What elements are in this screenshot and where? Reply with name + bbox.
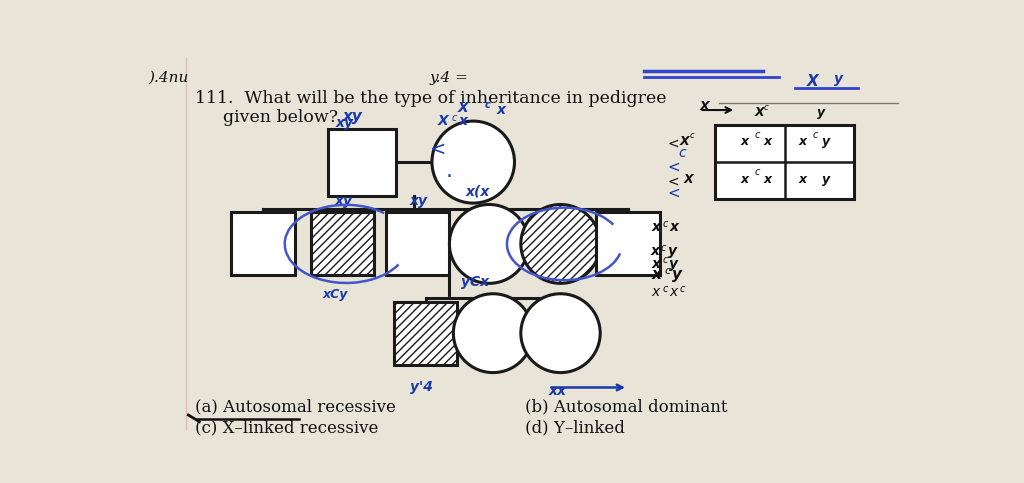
Bar <box>715 125 854 199</box>
Text: given below?: given below? <box>223 109 338 126</box>
Text: y: y <box>835 72 844 86</box>
Text: ).4nu: ).4nu <box>147 71 188 85</box>
Text: y: y <box>668 244 677 258</box>
Text: (d) Y–linked: (d) Y–linked <box>524 419 625 437</box>
Text: x: x <box>799 135 807 148</box>
Text: c: c <box>485 100 490 110</box>
Text: xy: xy <box>410 194 428 208</box>
Text: x: x <box>458 114 467 128</box>
Text: c: c <box>663 284 668 294</box>
Text: c: c <box>754 129 760 140</box>
Text: x: x <box>652 267 662 282</box>
Text: X: X <box>754 106 764 119</box>
Text: c: c <box>812 129 818 140</box>
Text: c: c <box>679 145 686 159</box>
Ellipse shape <box>521 204 600 284</box>
Text: <: < <box>430 140 445 158</box>
Text: xy: xy <box>336 116 354 130</box>
Text: y'4: y'4 <box>410 380 432 394</box>
Ellipse shape <box>450 204 528 284</box>
Text: (b) Autosomal dominant: (b) Autosomal dominant <box>524 398 727 415</box>
Ellipse shape <box>521 294 600 372</box>
Text: xx: xx <box>549 384 566 398</box>
Text: x: x <box>764 135 772 148</box>
Text: c: c <box>754 168 760 177</box>
Text: x: x <box>670 220 678 234</box>
Text: x: x <box>652 257 660 271</box>
Text: xy: xy <box>334 194 352 208</box>
Text: c: c <box>663 219 668 229</box>
Text: xCx: xCx <box>553 298 577 311</box>
Text: y.4 =: y.4 = <box>430 71 468 85</box>
Text: X: X <box>458 101 468 115</box>
Bar <box>231 213 295 275</box>
Text: x: x <box>740 135 749 148</box>
Text: y: y <box>670 257 678 271</box>
Text: X: X <box>699 100 709 113</box>
Text: X: X <box>684 173 693 186</box>
Text: y: y <box>822 173 830 186</box>
Text: x: x <box>764 173 772 186</box>
Text: xCx: xCx <box>545 296 570 309</box>
Bar <box>329 128 396 196</box>
Text: x: x <box>670 285 678 299</box>
Text: c: c <box>690 130 694 140</box>
Text: X: X <box>437 114 449 128</box>
Bar <box>596 213 659 275</box>
Text: x: x <box>799 173 807 186</box>
Text: X: X <box>680 135 689 148</box>
Text: c: c <box>764 103 768 112</box>
Text: <: < <box>668 159 680 174</box>
Text: (c) X–linked recessive: (c) X–linked recessive <box>196 419 379 437</box>
Bar <box>386 213 450 275</box>
Text: c: c <box>680 284 685 294</box>
Text: c: c <box>665 267 671 276</box>
Text: <: < <box>668 136 679 150</box>
Text: x: x <box>652 285 660 299</box>
Text: y: y <box>817 106 824 119</box>
Text: yCx: yCx <box>462 275 489 289</box>
Text: .: . <box>445 161 453 181</box>
Ellipse shape <box>454 294 532 372</box>
Text: <: < <box>668 175 679 189</box>
Text: y: y <box>822 135 830 148</box>
Bar <box>310 213 374 275</box>
Text: x: x <box>650 244 659 258</box>
Bar <box>394 302 458 365</box>
Text: c: c <box>660 243 666 254</box>
Ellipse shape <box>432 121 514 203</box>
Text: 111.  What will be the type of inheritance in pedigree: 111. What will be the type of inheritanc… <box>196 89 667 107</box>
Text: xCy: xCy <box>323 288 348 301</box>
Text: x: x <box>652 220 660 234</box>
Text: <: < <box>668 185 680 200</box>
Text: (a) Autosomal recessive: (a) Autosomal recessive <box>196 398 396 415</box>
Text: x(x: x(x <box>465 184 489 198</box>
Text: y: y <box>673 267 682 282</box>
Text: xy: xy <box>342 109 362 124</box>
Text: c: c <box>452 113 457 123</box>
Text: c: c <box>663 255 668 265</box>
Text: x: x <box>740 173 749 186</box>
Text: X: X <box>807 74 818 89</box>
Text: x: x <box>497 103 506 117</box>
